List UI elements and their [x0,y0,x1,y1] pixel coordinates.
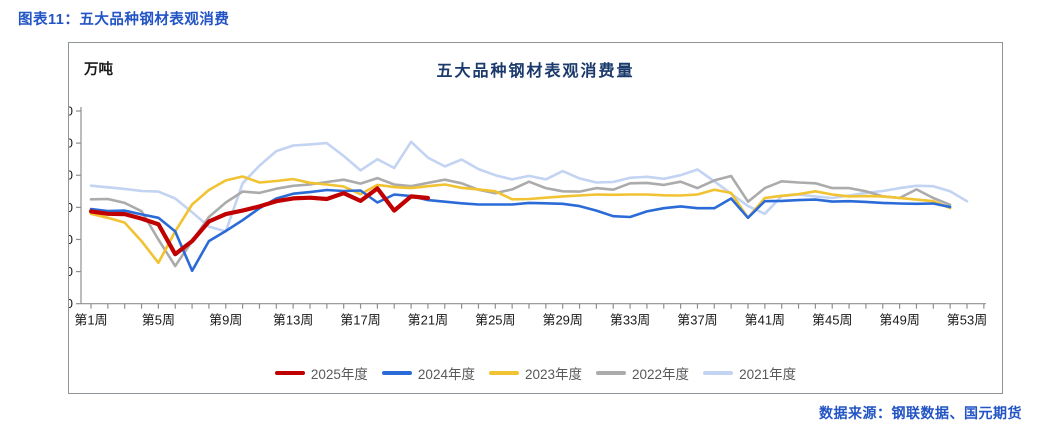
legend-item-2025年度: 2025年度 [274,363,368,383]
series-line-2024年度 [89,188,952,273]
chart-frame: 万吨 五大品种钢材表观消费量 145012501050850650450250第… [68,42,1003,394]
legend-item-2023年度: 2023年度 [488,363,583,383]
series-line-2021年度 [89,140,969,233]
legend-swatch-2021年度 [703,371,734,375]
x-tick-label: 第45周 [812,313,852,328]
x-tick-label: 第29周 [542,313,582,328]
x-tick-label: 第17周 [340,313,380,328]
y-tick-label: 250 [69,296,73,311]
x-tick-label: 第49周 [879,313,919,328]
y-tick-label: 1050 [69,168,73,183]
legend-swatch-2023年度 [488,371,519,375]
legend-label: 2025年度 [310,367,368,382]
series-line-2023年度 [89,175,952,265]
x-tick-label: 第37周 [677,313,717,328]
legend-item-2022年度: 2022年度 [596,363,689,383]
legend-label: 2023年度 [524,367,583,382]
legend-swatch-2025年度 [274,370,305,376]
y-tick-label: 1250 [69,136,73,151]
x-tick-label: 第41周 [745,313,785,328]
chart-title: 五大品种钢材表观消费量 [436,63,635,80]
legend-swatch-2022年度 [596,371,627,375]
legend-item-2024年度: 2024年度 [381,363,475,383]
x-tick-label: 第25周 [475,313,515,328]
y-tick-label: 1450 [69,104,73,119]
legend-label: 2021年度 [739,367,797,382]
legend-label: 2024年度 [417,367,475,382]
y-tick-label: 450 [69,264,73,279]
legend-swatch-2024年度 [381,371,412,375]
x-tick-label: 第1周 [74,313,107,328]
legend-item-2021年度: 2021年度 [703,363,796,383]
figure-caption: 图表11：五大品种钢材表观消费 [18,12,230,28]
data-source-note: 数据来源：钢联数据、国元期货 [819,405,1022,421]
y-axis-unit-label: 万吨 [84,62,113,78]
x-tick-label: 第9周 [209,313,242,328]
x-tick-label: 第5周 [142,313,175,328]
x-tick-label: 第33周 [610,313,650,328]
x-tick-label: 第53周 [947,313,987,328]
x-tick-label: 第13周 [273,313,313,328]
series-line-2022年度 [89,174,952,268]
y-tick-label: 850 [69,200,73,215]
legend-label: 2022年度 [632,367,690,382]
line-chart-plot: 1450 1250 1050 850 650 450 250第1周 第5周 第9周 第13周 第17… [69,104,987,328]
y-tick-label: 650 [69,232,73,247]
series-line-2025年度 [88,186,430,257]
chart-legend: 2025年度 2024年度 2023年度 2022年度 2021年度 [69,363,1002,383]
x-tick-label: 第21周 [408,313,448,328]
